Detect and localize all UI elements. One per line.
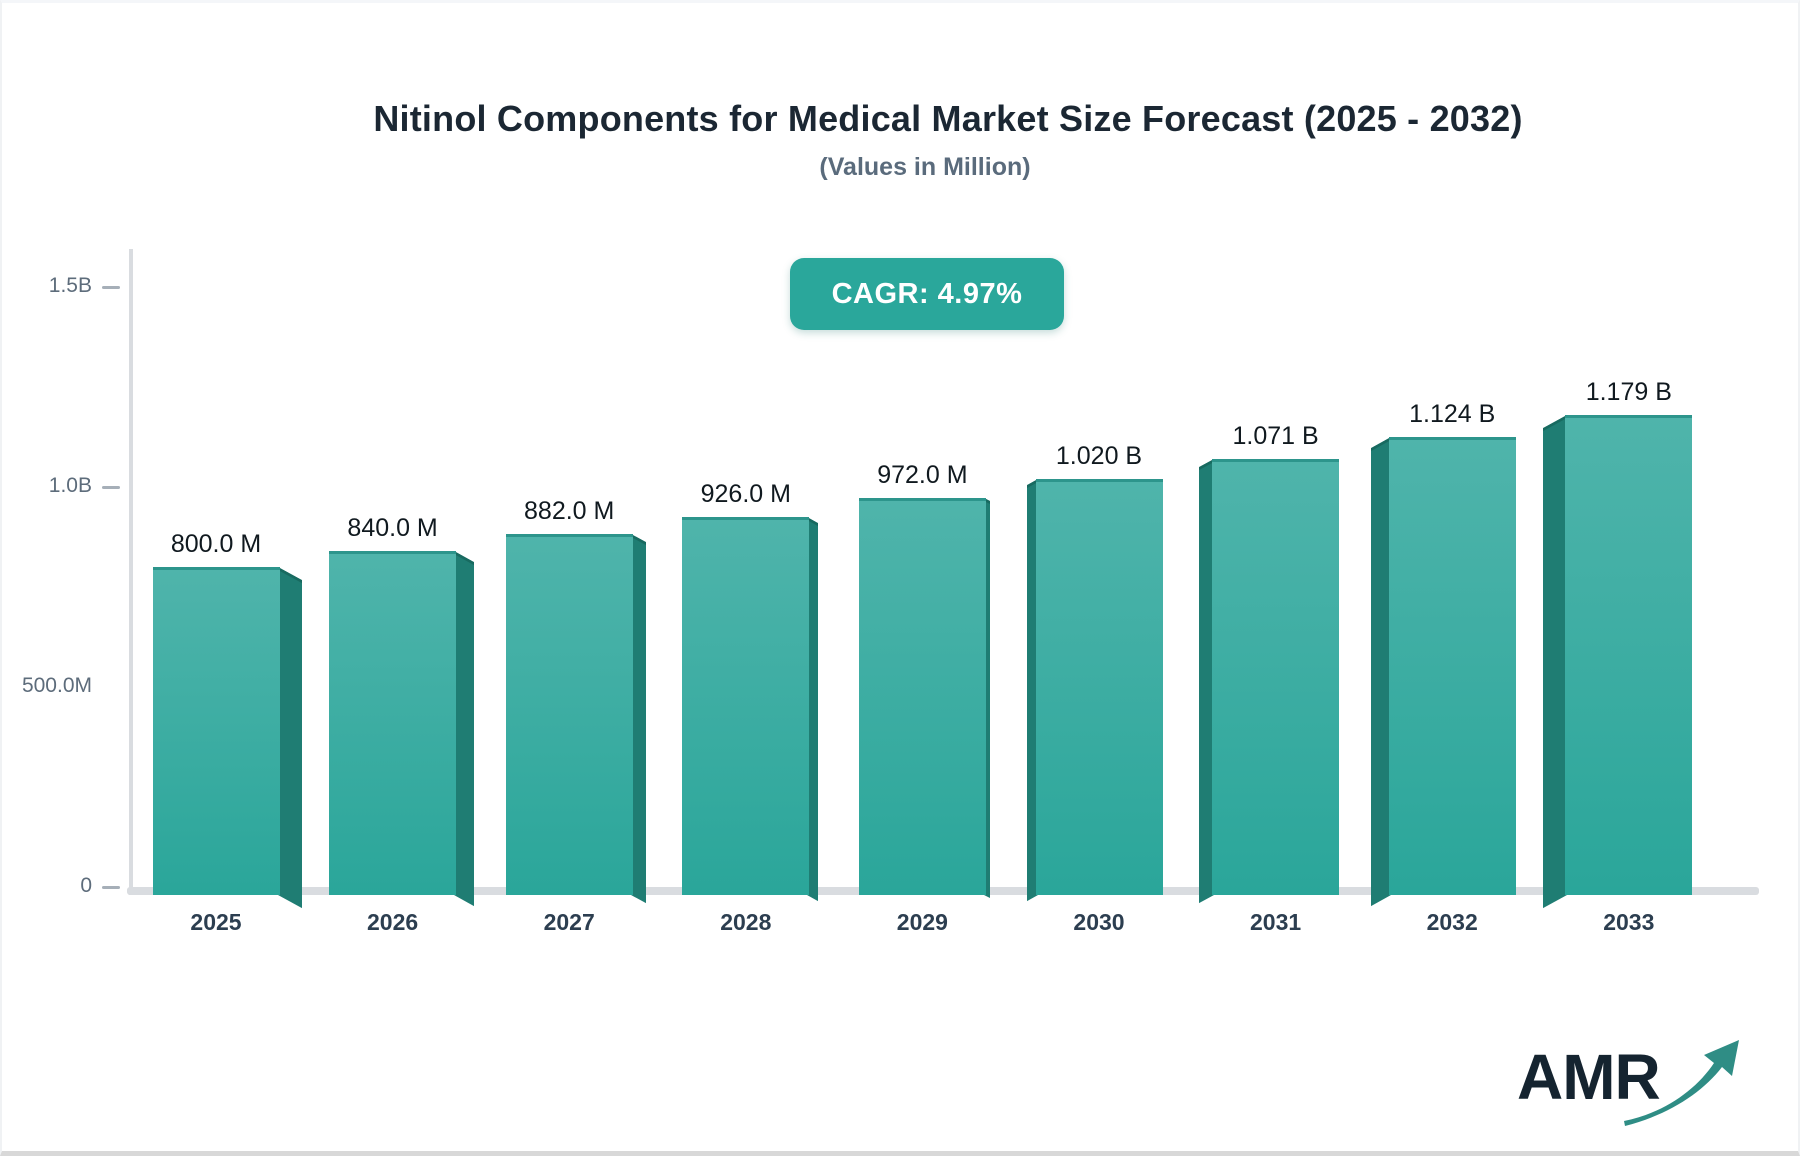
- bar-side-2032: [1370, 437, 1391, 907]
- bar-2031: [1212, 458, 1340, 895]
- bar-2026: [329, 551, 457, 895]
- bar-side-2026: [454, 551, 475, 907]
- bar-value-label-2027: 882.0 M: [524, 497, 615, 526]
- bar-value-label-2030: 1.020 B: [1055, 442, 1143, 470]
- x-axis-label-2033: 2033: [1603, 909, 1655, 935]
- x-axis-label-2032: 2032: [1426, 909, 1478, 935]
- y-tick-label-0: 0: [80, 874, 92, 897]
- bar-value-label-2033: 1.179 B: [1585, 378, 1672, 407]
- bar-2032: [1388, 437, 1516, 895]
- x-axis-label-2031: 2031: [1250, 909, 1302, 935]
- bar-value-label-2029: 972.0 M: [877, 461, 968, 490]
- y-tick-mark: [102, 886, 120, 889]
- bar-value-label-2025: 800.0 M: [170, 530, 262, 558]
- x-axis-label-2025: 2025: [190, 909, 242, 935]
- y-tick-label-1.0B: 1.0B: [48, 474, 92, 497]
- bar-2027: [505, 534, 633, 895]
- bar-value-label-2032: 1.124 B: [1409, 400, 1496, 429]
- bar-2029: [858, 498, 986, 895]
- bar-value-label-2028: 926.0 M: [700, 479, 791, 508]
- bar-side-2025: [277, 567, 302, 909]
- y-tick-label-1.5B: 1.5B: [48, 274, 92, 297]
- cagr-badge-label: CAGR: 4.97%: [831, 277, 1023, 310]
- y-tick-label-500.0M: 500.0M: [21, 674, 92, 697]
- y-axis-line: [129, 249, 133, 895]
- x-axis-label-2030: 2030: [1073, 909, 1125, 935]
- x-axis-label-2026: 2026: [367, 909, 419, 935]
- bar-value-label-2031: 1.071 B: [1232, 421, 1319, 450]
- x-axis-label-2028: 2028: [720, 909, 772, 935]
- brand-logo: AMR: [1517, 1033, 1747, 1133]
- x-axis-label-2027: 2027: [543, 909, 595, 935]
- bar-2030: [1035, 479, 1163, 895]
- bar-side-2027: [630, 534, 646, 904]
- y-tick-mark: [102, 486, 120, 489]
- bar-2028: [682, 516, 810, 895]
- bar-value-label-2026: 840.0 M: [347, 514, 438, 542]
- chart-subtitle: (Values in Million): [819, 153, 1031, 181]
- brand-logo-text: AMR: [1517, 1041, 1661, 1113]
- x-axis-label-2029: 2029: [896, 909, 948, 935]
- bar-side-2033: [1543, 415, 1568, 909]
- bar-2033: [1565, 415, 1693, 895]
- growth-arrow-icon: [1624, 1040, 1739, 1126]
- chart-title: Nitinol Components for Medical Market Si…: [373, 98, 1523, 139]
- cagr-badge: CAGR: 4.97%: [790, 258, 1064, 330]
- bar-2025: [152, 567, 280, 895]
- y-tick-mark: [102, 286, 120, 289]
